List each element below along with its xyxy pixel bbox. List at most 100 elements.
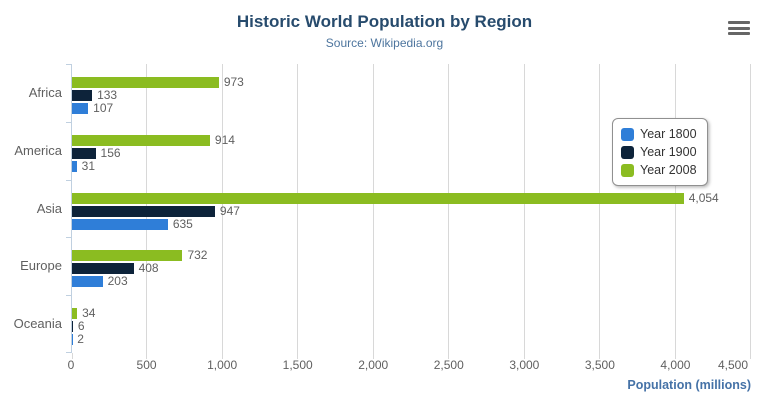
bar-line: 133 bbox=[72, 88, 751, 102]
hamburger-icon bbox=[728, 32, 750, 35]
category-label-asia: Asia bbox=[36, 200, 62, 216]
bar-line: 2 bbox=[72, 332, 751, 347]
data-label: 973 bbox=[223, 75, 244, 89]
bar-group-africa: 973 133 107 bbox=[72, 64, 751, 122]
x-axis-tick bbox=[523, 353, 525, 359]
gridline bbox=[297, 64, 299, 353]
bar-africa-year-2008[interactable] bbox=[72, 77, 219, 88]
data-label: 2 bbox=[77, 332, 84, 347]
data-label: 914 bbox=[214, 132, 235, 147]
category-label-europe: Europe bbox=[20, 258, 62, 274]
x-axis-label: 3,500 bbox=[584, 358, 615, 372]
bar-line: 6 bbox=[72, 319, 751, 334]
data-label: 156 bbox=[100, 145, 121, 160]
legend-swatch-icon bbox=[621, 163, 634, 177]
x-axis-tick bbox=[72, 353, 73, 359]
data-label: 34 bbox=[82, 306, 96, 321]
bar-group-oceania: 34 6 2 bbox=[72, 295, 751, 353]
x-axis-label: 1,000 bbox=[207, 358, 238, 372]
legend: Year 1800 Year 1900 Year 2008 bbox=[612, 118, 708, 186]
bar-group-asia: 4,054 947 635 bbox=[72, 180, 751, 238]
y-axis-tick bbox=[66, 237, 72, 238]
legend-item-year-1800[interactable]: Year 1800 bbox=[621, 125, 697, 143]
gridline bbox=[599, 64, 601, 353]
bar-line: 732 bbox=[72, 248, 751, 263]
data-label: 732 bbox=[187, 248, 208, 263]
legend-item-year-2008[interactable]: Year 2008 bbox=[621, 161, 697, 179]
legend-label: Year 2008 bbox=[640, 163, 697, 177]
category-label-america: America bbox=[14, 142, 62, 158]
y-axis-tick bbox=[66, 295, 72, 296]
hamburger-icon bbox=[728, 21, 750, 24]
bar-line: 408 bbox=[72, 262, 751, 275]
gridline bbox=[372, 64, 374, 353]
bar-oceania-year-2008[interactable] bbox=[72, 308, 78, 320]
y-axis-tick bbox=[66, 352, 72, 353]
x-axis-label: 0 bbox=[67, 358, 75, 372]
bar-oceania-year-1900[interactable] bbox=[72, 321, 73, 333]
x-axis-label: 4,000 bbox=[660, 358, 691, 372]
y-axis-tick bbox=[66, 64, 72, 65]
bar-line: 973 bbox=[72, 75, 751, 89]
bar-line: 947 bbox=[72, 203, 751, 218]
chart-title: Historic World Population by Region bbox=[236, 12, 533, 31]
plot-area: 973 133 107 914 156 31 4,054 947 635 732 408 203 34 6… bbox=[66, 64, 751, 359]
x-axis-title: Population (millions) bbox=[627, 378, 751, 392]
bar-asia-year-1800[interactable] bbox=[72, 218, 168, 230]
data-label: 6 bbox=[77, 319, 85, 334]
x-axis-tick bbox=[297, 353, 299, 359]
x-axis-label: 3,000 bbox=[509, 358, 540, 372]
bar-line: 203 bbox=[72, 274, 751, 289]
data-label: 133 bbox=[97, 88, 118, 102]
data-label: 107 bbox=[93, 101, 114, 115]
gridline bbox=[448, 64, 450, 353]
data-label: 203 bbox=[107, 274, 128, 289]
bar-america-year-1900[interactable] bbox=[72, 147, 96, 159]
legend-swatch-icon bbox=[621, 127, 634, 141]
bar-line: 635 bbox=[72, 216, 751, 231]
gridline bbox=[750, 64, 751, 353]
bar-asia-year-1900[interactable] bbox=[72, 205, 215, 217]
x-axis-tick bbox=[448, 353, 450, 359]
bar-line: 31 bbox=[72, 158, 751, 173]
bar-africa-year-1900[interactable] bbox=[72, 90, 93, 101]
bar-line: 156 bbox=[72, 145, 751, 160]
x-axis-tick bbox=[599, 353, 601, 359]
bar-europe-year-2008[interactable] bbox=[72, 250, 183, 262]
bar-america-year-2008[interactable] bbox=[72, 134, 210, 146]
gridline bbox=[221, 64, 223, 353]
category-label-africa: Africa bbox=[28, 84, 62, 100]
data-label: 635 bbox=[172, 216, 193, 231]
x-axis-label: 2,500 bbox=[433, 358, 464, 372]
y-axis-tick bbox=[66, 180, 72, 181]
gridline bbox=[674, 64, 676, 353]
legend-label: Year 1800 bbox=[640, 127, 697, 141]
gridline bbox=[523, 64, 525, 353]
x-axis-tick bbox=[674, 353, 676, 359]
chart-menu-button[interactable] bbox=[728, 20, 750, 36]
x-axis-tick bbox=[221, 353, 223, 359]
data-label: 4,054 bbox=[688, 190, 719, 205]
x-axis-label: 500 bbox=[136, 358, 157, 372]
x-axis-label: 2,000 bbox=[358, 358, 389, 372]
bar-asia-year-2008[interactable] bbox=[72, 192, 684, 204]
bar-europe-year-1900[interactable] bbox=[72, 263, 134, 275]
bar-line: 914 bbox=[72, 132, 751, 147]
bar-africa-year-1800[interactable] bbox=[72, 103, 89, 114]
chart-subtitle: Source: Wikipedia.org bbox=[325, 36, 444, 50]
bar-line: 34 bbox=[72, 306, 751, 321]
data-label: 31 bbox=[81, 158, 96, 173]
data-label: 947 bbox=[219, 203, 240, 218]
bar-line: 107 bbox=[72, 101, 751, 115]
bar-line: 4,054 bbox=[72, 190, 751, 205]
legend-swatch-icon bbox=[621, 145, 634, 159]
category-label-oceania: Oceania bbox=[13, 316, 62, 332]
bar-europe-year-1800[interactable] bbox=[72, 276, 103, 288]
hamburger-icon bbox=[728, 26, 750, 30]
x-axis-tick bbox=[750, 353, 751, 359]
x-axis-label: 4,500 bbox=[717, 358, 749, 372]
bar-group-america: 914 156 31 bbox=[72, 122, 751, 180]
bar-america-year-1800[interactable] bbox=[72, 160, 77, 172]
legend-item-year-1900[interactable]: Year 1900 bbox=[621, 143, 697, 161]
bar-group-europe: 732 408 203 bbox=[72, 237, 751, 295]
